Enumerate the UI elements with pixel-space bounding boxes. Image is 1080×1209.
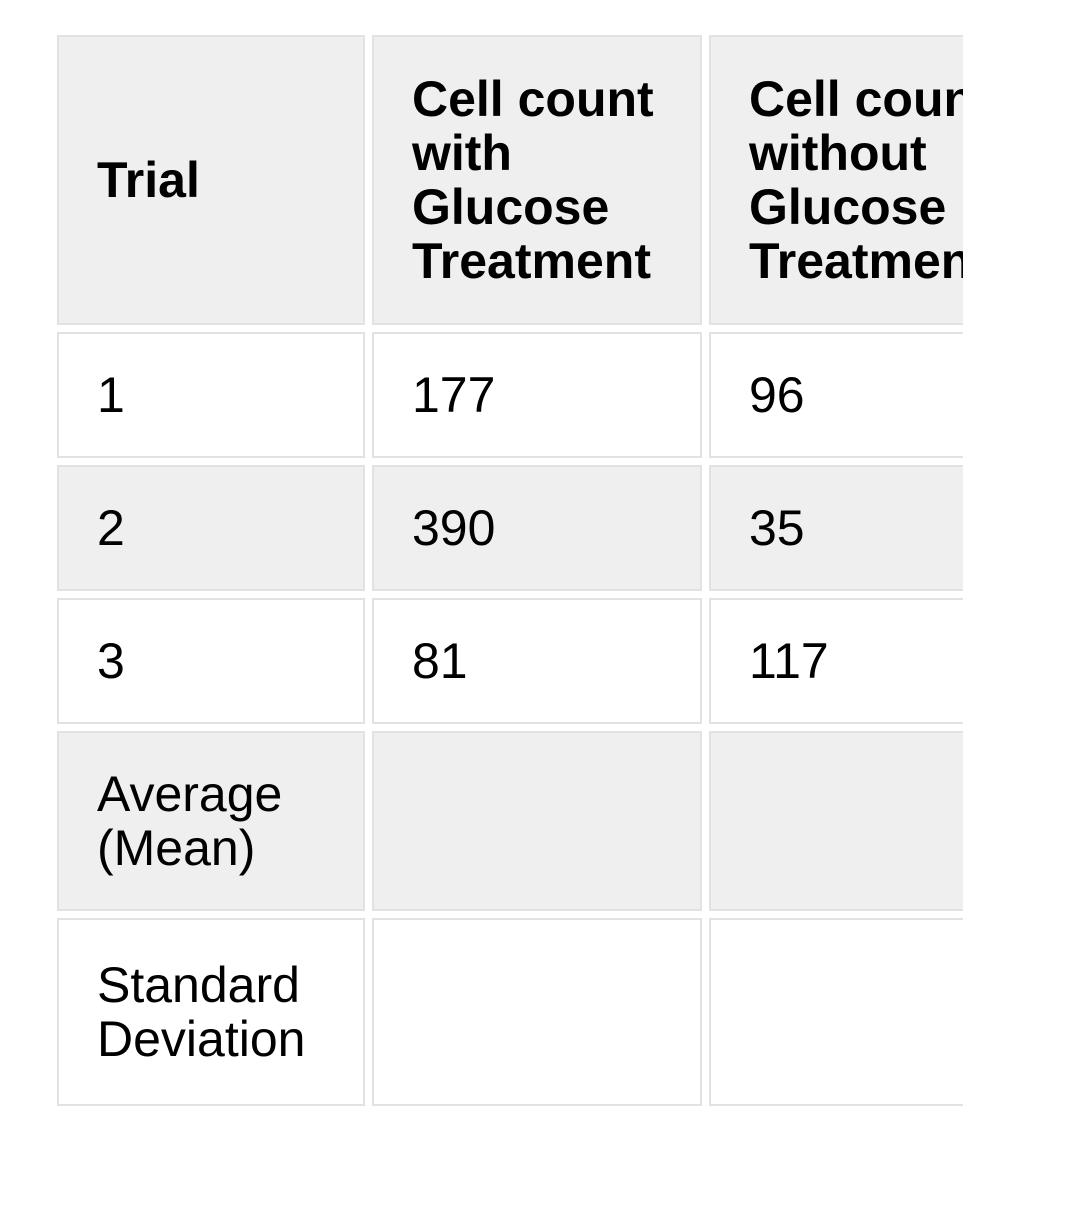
table-row: 2 390 35 — [57, 465, 963, 591]
header-row: Trial Cell count with Glucose Treatment … — [57, 35, 963, 325]
column-header-without-glucose: Cell count without Glucose Treatment — [709, 35, 963, 325]
without-glucose-cell: 35 — [709, 465, 963, 591]
trial-cell: Average (Mean) — [57, 731, 365, 911]
with-glucose-cell — [372, 918, 702, 1106]
without-glucose-cell — [709, 731, 963, 911]
table-row: 3 81 117 — [57, 598, 963, 724]
column-header-trial: Trial — [57, 35, 365, 325]
trial-cell: 3 — [57, 598, 365, 724]
table-row-average: Average (Mean) — [57, 731, 963, 911]
with-glucose-cell: 177 — [372, 332, 702, 458]
trial-cell: Standard Deviation — [57, 918, 365, 1106]
without-glucose-cell: 117 — [709, 598, 963, 724]
trial-cell: 1 — [57, 332, 365, 458]
without-glucose-cell — [709, 918, 963, 1106]
table-row-standard-deviation: Standard Deviation — [57, 918, 963, 1106]
cell-count-data-table: Trial Cell count with Glucose Treatment … — [50, 28, 963, 1113]
trial-cell: 2 — [57, 465, 365, 591]
table-clip-viewport: Trial Cell count with Glucose Treatment … — [50, 28, 963, 1113]
column-header-with-glucose: Cell count with Glucose Treatment — [372, 35, 702, 325]
with-glucose-cell: 81 — [372, 598, 702, 724]
without-glucose-cell: 96 — [709, 332, 963, 458]
table-row: 1 177 96 — [57, 332, 963, 458]
with-glucose-cell: 390 — [372, 465, 702, 591]
with-glucose-cell — [372, 731, 702, 911]
